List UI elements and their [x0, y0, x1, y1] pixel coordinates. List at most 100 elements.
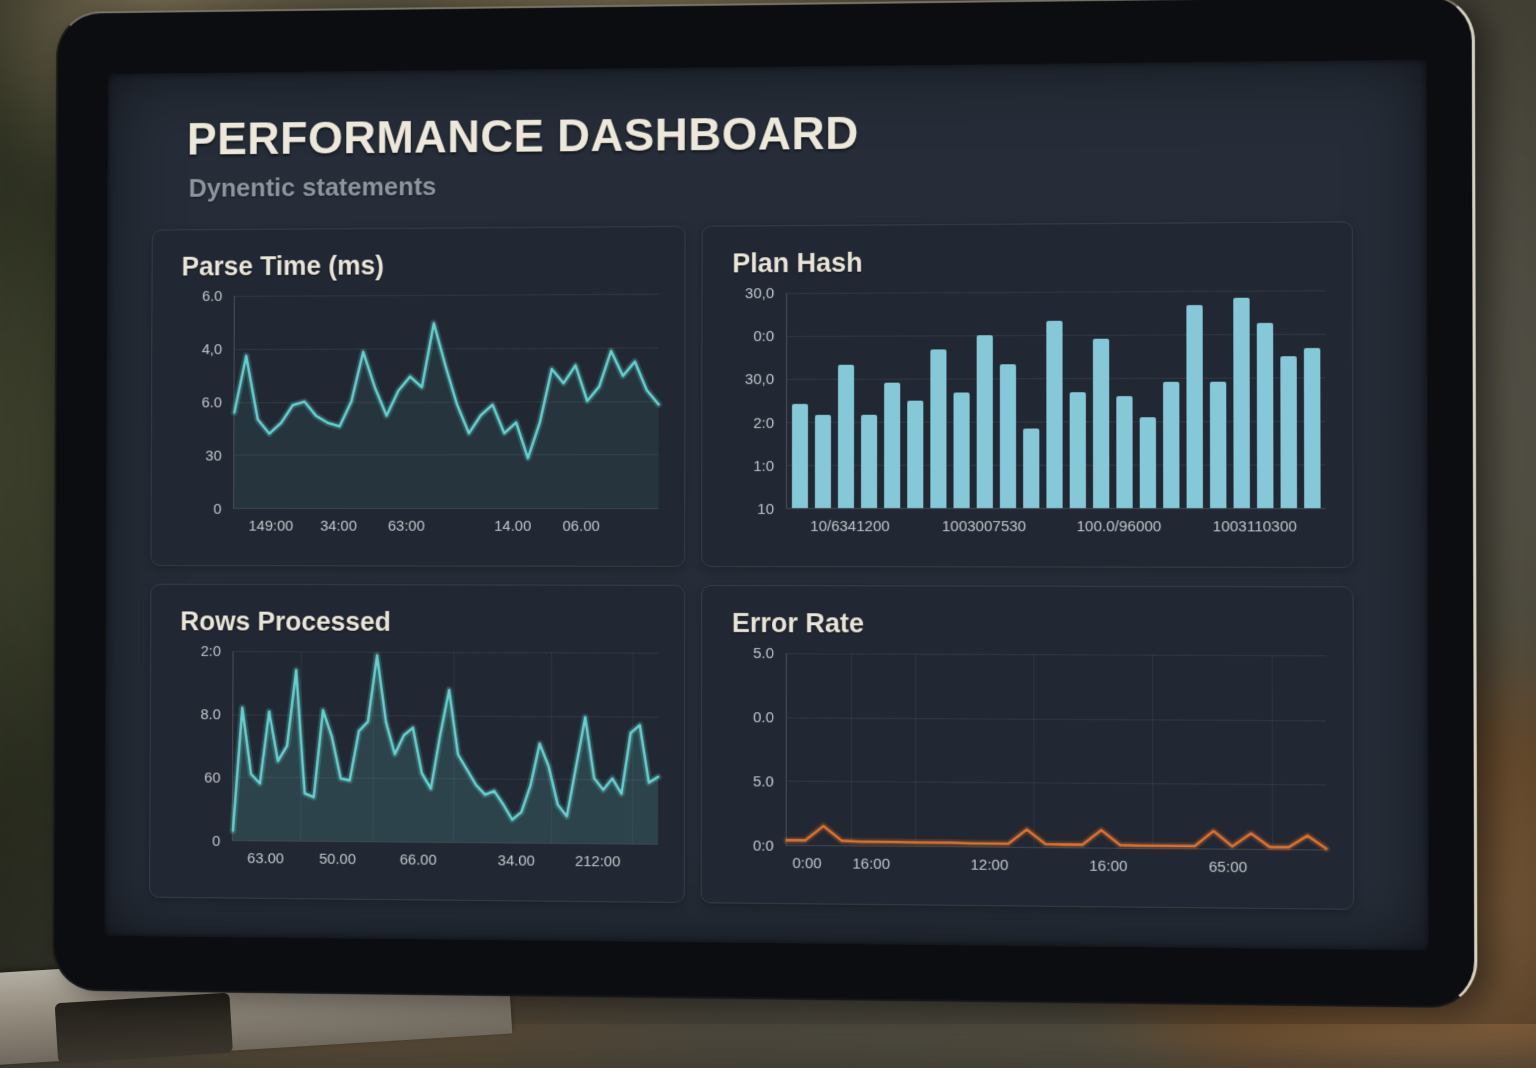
- x-tick-label: 66.00: [399, 851, 437, 869]
- bar-group: [787, 290, 1326, 509]
- bar: [1069, 392, 1086, 509]
- y-tick-label: 4,0: [201, 340, 223, 358]
- error-rate-plot-area: [786, 653, 1327, 850]
- y-tick-label: 2:0: [753, 414, 775, 432]
- panel-rows-processed: Rows Processed 2:0 8.0 60 0 63.00 50.00 66.00…: [149, 583, 686, 904]
- panel-plan-hash: Plan Hash 30,0 0:0 30,0 2:0 1:0 10 10/6341200…: [701, 221, 1354, 569]
- y-tick-label: 0:0: [753, 327, 775, 345]
- x-tick-label: 06.00: [562, 517, 600, 535]
- plan-hash-chart: 30,0 0:0 30,0 2:0 1:0 10 10/6341200 1003007530…: [728, 285, 1326, 542]
- y-tick-label: 30,0: [744, 370, 775, 388]
- error-rate-x-axis: 0:00 16:00 12:00 16:00 65:00: [786, 846, 1327, 883]
- panel-parse-time: Parse Time (ms) 6.0 4,0 6.0 30 0 149:00 34:00…: [150, 225, 686, 567]
- bar: [1233, 297, 1250, 509]
- bar: [976, 335, 993, 509]
- chart-title-parse-time: Parse Time (ms): [181, 250, 385, 282]
- bar: [884, 382, 901, 509]
- y-tick-label: 8.0: [200, 705, 221, 723]
- bar: [861, 414, 878, 509]
- bar: [1092, 338, 1110, 509]
- bar: [1209, 381, 1227, 509]
- y-tick-label: 0.0: [752, 708, 774, 726]
- dashboard-header: PERFORMANCE DASHBOARD Dynentic statement…: [187, 101, 1382, 204]
- plan-hash-plot-area: [785, 290, 1326, 510]
- x-tick-label: 212:00: [574, 853, 621, 871]
- parse_time-series: [234, 294, 659, 508]
- chart-title-plan-hash: Plan Hash: [732, 247, 863, 279]
- bar: [1280, 355, 1298, 509]
- x-tick-label: 16:00: [852, 855, 891, 873]
- bar: [999, 363, 1017, 509]
- area-fill: [232, 654, 659, 844]
- x-tick-label: 14.00: [494, 517, 532, 535]
- y-tick-label: 6.0: [201, 393, 222, 411]
- x-tick-label: 12:00: [970, 856, 1009, 875]
- y-tick-label: 0:0: [752, 837, 774, 855]
- x-tick-label: 50.00: [319, 850, 356, 868]
- x-tick-label: 65:00: [1208, 858, 1248, 877]
- parse-time-x-axis: 149:00 34:00 63:00 14.00 06.00: [233, 509, 658, 541]
- x-tick-label: 149:00: [248, 517, 294, 535]
- bar: [1256, 323, 1274, 509]
- panel-error-rate: Error Rate 5.0 0.0 5.0 0:0 0:00 16:00 12:00 16…: [700, 584, 1355, 910]
- y-tick-label: 30: [205, 447, 222, 465]
- bar: [1116, 396, 1133, 509]
- parse-time-chart: 6.0 4,0 6.0 30 0 149:00 34:00 63:00 14.00 06.00: [177, 288, 659, 541]
- error-rate-y-axis: 5.0 0.0 5.0 0:0: [728, 645, 786, 855]
- bar: [1163, 381, 1180, 509]
- parse-time-plot-area: [233, 293, 659, 509]
- y-tick-label: 0: [212, 832, 221, 850]
- y-tick-label: 5.0: [752, 772, 774, 791]
- y-tick-label: 10: [757, 500, 774, 518]
- rows-processed-x-axis: 63.00 50.00 66.00 34.00 212:00: [232, 841, 658, 877]
- y-tick-label: 6.0: [201, 287, 223, 305]
- bar: [791, 404, 809, 509]
- chart-title-error-rate: Error Rate: [731, 607, 865, 639]
- parse-time-y-axis: 6.0 4,0 6.0 30 0: [177, 288, 234, 518]
- x-tick-label: 1003110300: [1212, 518, 1297, 536]
- bar: [930, 349, 947, 509]
- line-series: [787, 826, 1327, 849]
- page-subtitle: Dynentic statements: [188, 171, 437, 203]
- bar: [1023, 428, 1040, 509]
- y-tick-label: 1:0: [753, 457, 774, 475]
- laptop-screen: PERFORMANCE DASHBOARD Dynentic statement…: [104, 59, 1429, 951]
- y-tick-label: 60: [204, 769, 221, 787]
- bar: [1139, 417, 1157, 509]
- y-tick-label: 2:0: [200, 642, 221, 660]
- rows-processed-plot-area: [232, 651, 658, 845]
- rows-processed-chart: 2:0 8.0 60 0 63.00 50.00 66.00 34.00 212:00: [175, 651, 658, 877]
- bar: [1303, 348, 1321, 509]
- error_rate-series: [787, 653, 1327, 849]
- rows_processed-series: [233, 651, 658, 844]
- bar: [953, 392, 970, 509]
- performance-dashboard: PERFORMANCE DASHBOARD Dynentic statement…: [104, 60, 1428, 951]
- area-fill: [234, 322, 659, 508]
- x-tick-label: 16:00: [1089, 857, 1128, 876]
- y-tick-label: 0: [213, 500, 222, 518]
- error-rate-chart: 5.0 0.0 5.0 0:0 0:00 16:00 12:00 16:00 65:00: [728, 645, 1327, 883]
- bar: [837, 364, 855, 509]
- bar: [814, 414, 832, 509]
- panel-grid: Parse Time (ms) 6.0 4,0 6.0 30 0 149:00 34:00…: [149, 221, 1383, 910]
- plan-hash-x-axis: 10/6341200 1003007530 100.0/96000 100311030…: [786, 509, 1326, 542]
- chart-title-rows-processed: Rows Processed: [180, 606, 391, 637]
- bar: [907, 400, 924, 509]
- x-tick-label: 100.0/96000: [1076, 518, 1162, 536]
- bar: [1186, 305, 1203, 509]
- x-tick-label: 34:00: [320, 517, 357, 535]
- y-tick-label: 5.0: [752, 644, 774, 662]
- x-tick-label: 10/6341200: [810, 518, 890, 536]
- laptop: PERFORMANCE DASHBOARD Dynentic statement…: [51, 0, 1478, 1009]
- x-tick-label: 1003007530: [941, 518, 1027, 536]
- y-tick-label: 30,0: [745, 284, 775, 302]
- plan-hash-y-axis: 30,0 0:0 30,0 2:0 1:0 10: [728, 285, 786, 518]
- bar: [1046, 320, 1063, 509]
- rows-processed-y-axis: 2:0 8.0 60 0: [176, 643, 233, 850]
- x-tick-label: 0:00: [792, 854, 822, 873]
- x-tick-label: 63.00: [247, 850, 284, 868]
- laptop-hinge-notch: [54, 992, 233, 1064]
- x-tick-label: 63:00: [387, 517, 425, 535]
- x-tick-label: 34.00: [497, 852, 535, 870]
- page-title: PERFORMANCE DASHBOARD: [186, 106, 859, 165]
